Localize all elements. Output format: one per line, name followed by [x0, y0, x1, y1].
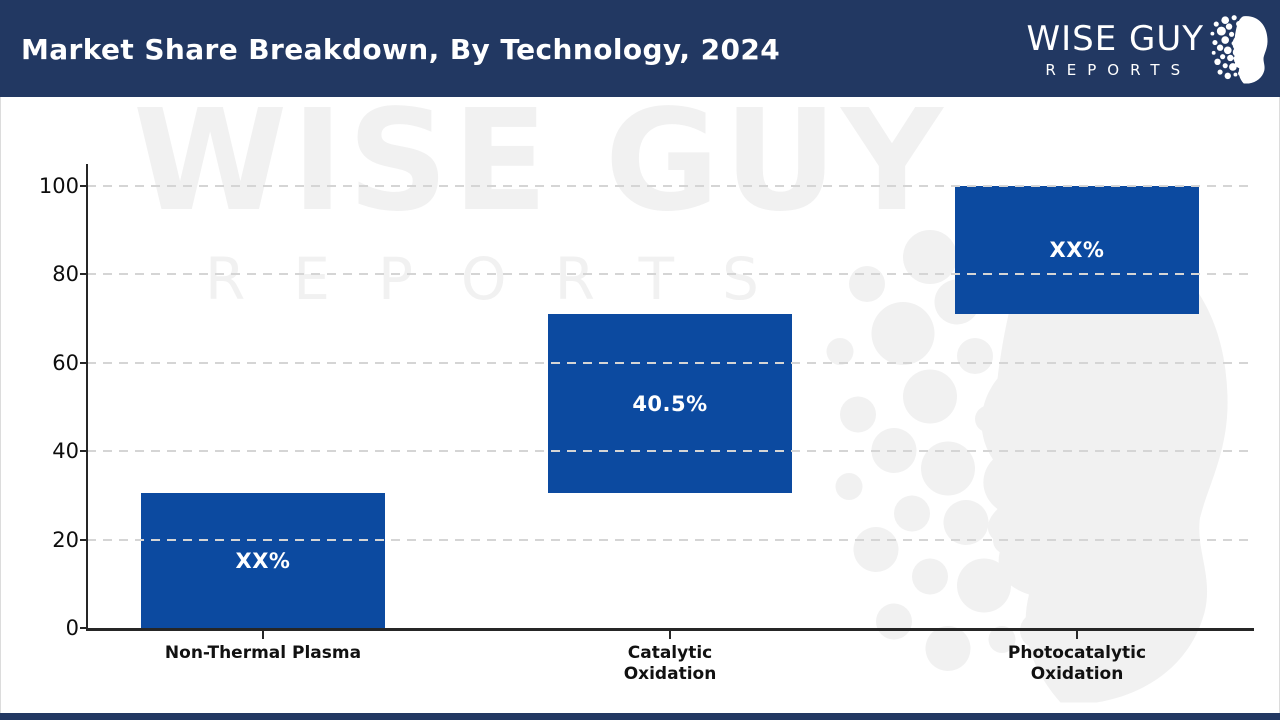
gridline: [87, 273, 1253, 276]
x-axis-label: Non-Thermal Plasma: [164, 643, 362, 663]
left-border: [0, 97, 1, 713]
y-axis-line: [86, 163, 88, 630]
logo-sub-text: REPORTS: [1045, 61, 1192, 79]
y-tick-mark: [80, 361, 87, 364]
x-axis-label: Photocatalytic Oxidation: [1007, 643, 1147, 684]
watermark-wordmark: WISE GUY: [133, 80, 947, 243]
y-tick-label: 100: [38, 174, 79, 198]
gridline: [87, 361, 1253, 364]
y-tick-label: 20: [52, 527, 79, 552]
y-tick-mark: [80, 450, 87, 453]
y-tick-label: 0: [65, 616, 79, 640]
y-tick-mark: [80, 627, 87, 629]
bar-segment: XX%: [141, 493, 385, 628]
y-tick-mark: [80, 538, 87, 541]
y-tick-label: 60: [52, 350, 79, 375]
footer-bar: [0, 713, 1280, 720]
bar-segment: 40.5%: [548, 314, 792, 494]
x-axis-line: [86, 628, 1254, 631]
bar-value-label: XX%: [1049, 238, 1105, 263]
chart-title: Market Share Breakdown, By Technology, 2…: [21, 33, 781, 66]
logo-name-text: WISE GUY: [1026, 19, 1204, 59]
gridline: [87, 450, 1253, 453]
logo-face-icon: [1210, 15, 1268, 84]
x-tick-mark: [262, 631, 264, 639]
bar-value-label: XX%: [235, 548, 291, 573]
x-axis-label: Catalytic Oxidation: [623, 643, 717, 684]
x-tick-mark: [669, 631, 671, 639]
watermark-sub-text: REPORTS: [205, 245, 807, 313]
header: Market Share Breakdown, By Technology, 2…: [0, 0, 1280, 97]
logo-wordmark: WISE GUY REPORTS: [1026, 19, 1204, 79]
x-tick-mark: [1076, 631, 1078, 639]
y-tick-mark: [80, 273, 87, 276]
gridline: [87, 185, 1253, 187]
gridline: [87, 538, 1253, 541]
chart-area: WISE GUY REPORTS XX% 40.5% XX% 0 20 40 60 80 100…: [0, 80, 1280, 713]
y-tick-mark: [80, 185, 87, 187]
bar-segment: XX%: [955, 186, 1199, 315]
bar-value-label: 40.5%: [632, 391, 708, 416]
y-tick-label: 80: [52, 262, 79, 287]
brand-logo: WISE GUY REPORTS: [1026, 6, 1270, 92]
y-tick-label: 40: [52, 439, 79, 464]
